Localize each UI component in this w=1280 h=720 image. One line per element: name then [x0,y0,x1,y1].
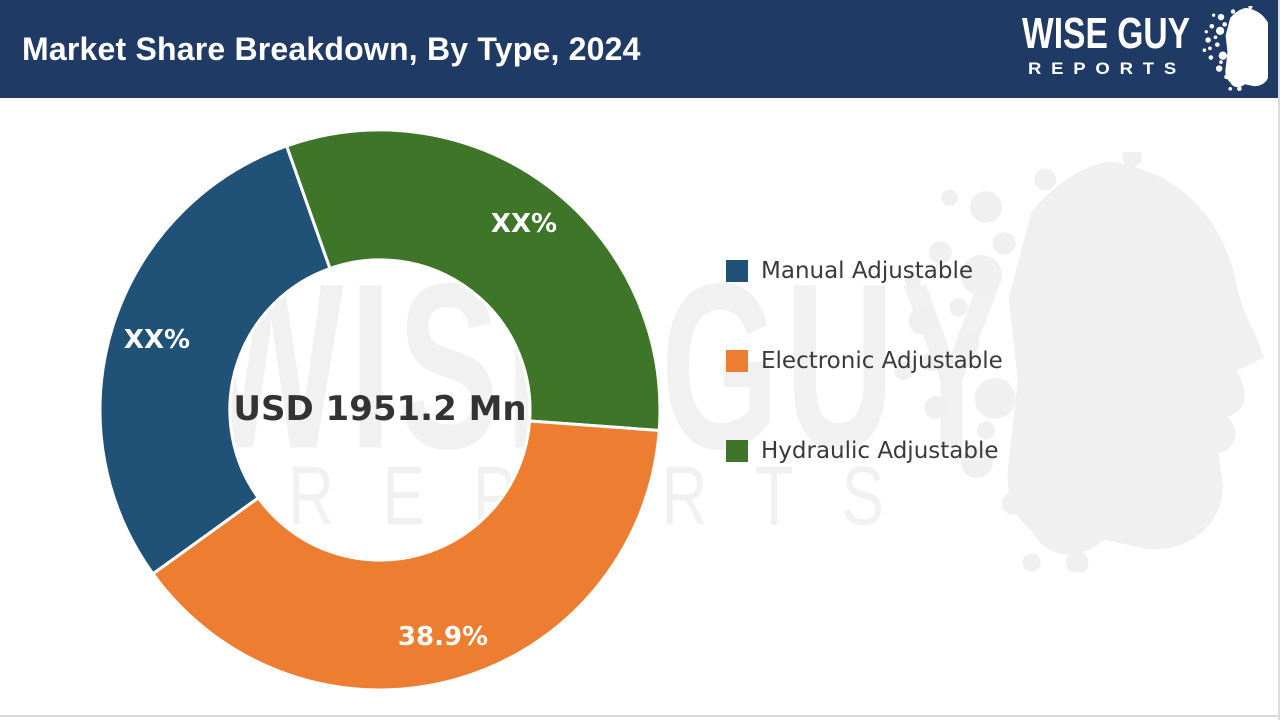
wedge-label-manual: XX% [124,325,190,355]
legend-swatch-manual [726,259,748,282]
brand-logo: WISE GUY REPORTS [1022,6,1268,92]
legend-item-hydraulic-adjustable: Hydraulic Adjustable [726,435,1003,466]
legend-item-manual-adjustable: Manual Adjustable [726,255,1003,286]
legend-swatch-electronic [726,349,748,372]
logo-brand-text: WISE GUY [1022,9,1190,58]
bottom-divider [0,715,1278,717]
wedge-manual-adjustable [98,144,332,576]
wedge-hydraulic-adjustable [285,128,662,432]
legend-item-electronic-adjustable: Electronic Adjustable [726,345,1003,376]
logo-tagline-text: REPORTS [1028,59,1186,78]
legend-swatch-hydraulic [726,439,748,462]
wedge-label-hydraulic: XX% [491,209,557,239]
donut-center-value: USD 1951.2 Mn [233,389,526,429]
donut-chart: XX% XX% 38.9% USD 1951.2 Mn [98,128,662,692]
legend-label-electronic: Electronic Adjustable [761,347,1003,374]
chart-legend: Manual Adjustable Electronic Adjustable … [726,255,1003,466]
legend-label-hydraulic: Hydraulic Adjustable [761,437,999,464]
wedge-label-electronic: 38.9% [398,622,488,652]
wedge-electronic-adjustable [151,419,661,692]
page-title: Market Share Breakdown, By Type, 2024 [22,30,641,67]
legend-label-manual: Manual Adjustable [761,257,974,284]
header-bar: Market Share Breakdown, By Type, 2024 [0,0,1278,98]
